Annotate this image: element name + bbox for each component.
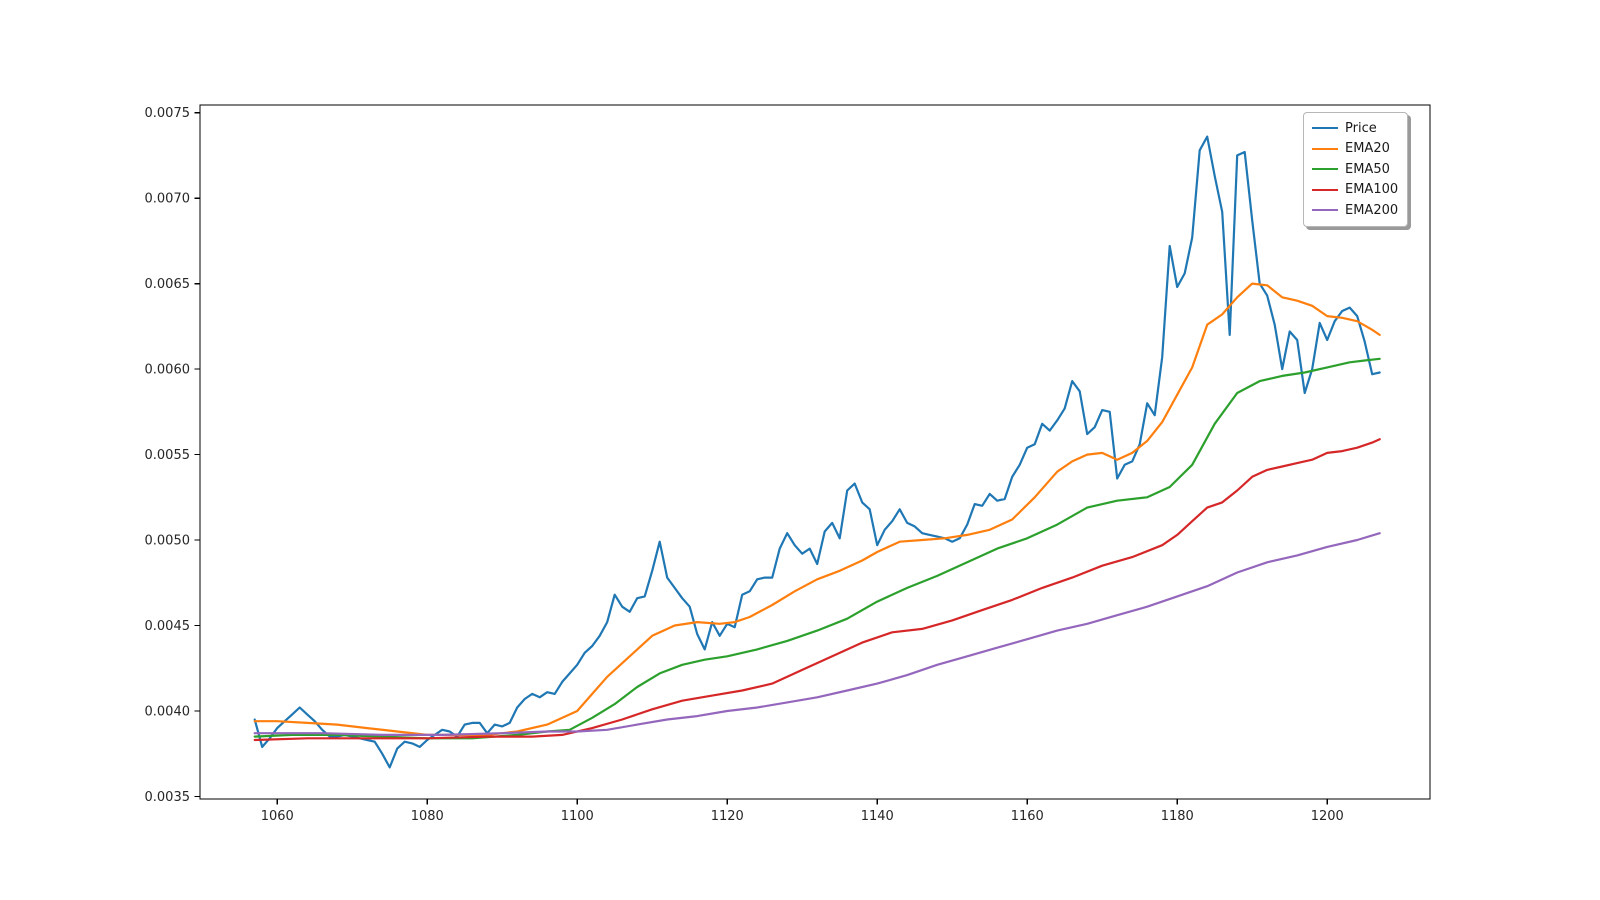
- legend-label-ema200: EMA200: [1345, 202, 1399, 218]
- y-tick-label: 0.0070: [145, 192, 191, 207]
- ema20-line-sample-icon: [1312, 147, 1338, 150]
- y-tick-label: 0.0035: [145, 790, 191, 805]
- legend-label-ema100: EMA100: [1345, 182, 1399, 198]
- y-tick-label: 0.0060: [145, 363, 191, 378]
- legend-item-ema100: EMA100: [1312, 180, 1398, 201]
- legend-item-ema50: EMA50: [1312, 159, 1398, 180]
- y-tick-label: 0.0075: [145, 106, 191, 121]
- legend-label-price: Price: [1345, 120, 1377, 136]
- x-tick-label: 1180: [1161, 809, 1194, 824]
- legend-item-price: Price: [1312, 118, 1398, 139]
- x-tick-label: 1200: [1311, 809, 1344, 824]
- ema100-line: [253, 438, 1381, 742]
- x-tick-label: 1160: [1011, 809, 1044, 824]
- price-line-sample-icon: [1312, 127, 1338, 130]
- axes-spines: [199, 104, 1431, 800]
- x-tick-label: 1120: [711, 809, 744, 824]
- legend-item-ema20: EMA20: [1312, 139, 1398, 160]
- legend-label-ema50: EMA50: [1345, 161, 1390, 177]
- ema20-line: [253, 282, 1381, 737]
- legend: Price EMA20 EMA50 EMA100 EMA200: [1303, 112, 1408, 227]
- x-tick-label: 1100: [561, 809, 594, 824]
- ema50-line-sample-icon: [1312, 168, 1338, 171]
- y-tick-label: 0.0050: [145, 534, 191, 549]
- legend-label-ema20: EMA20: [1345, 141, 1390, 157]
- y-tick-label: 0.0065: [145, 277, 191, 292]
- ema100-line-sample-icon: [1312, 188, 1338, 191]
- x-tick-label: 1140: [861, 809, 894, 824]
- price-line: [253, 135, 1381, 769]
- y-tick-label: 0.0040: [145, 704, 191, 719]
- ema200-line-sample-icon: [1312, 209, 1338, 212]
- x-tick-label: 1060: [261, 809, 294, 824]
- y-tick-label: 0.0045: [145, 619, 191, 634]
- x-tick-label: 1080: [411, 809, 444, 824]
- y-tick-label: 0.0055: [145, 448, 191, 463]
- ema200-line: [253, 532, 1381, 737]
- legend-item-ema200: EMA200: [1312, 200, 1398, 221]
- ema50-line: [253, 357, 1381, 740]
